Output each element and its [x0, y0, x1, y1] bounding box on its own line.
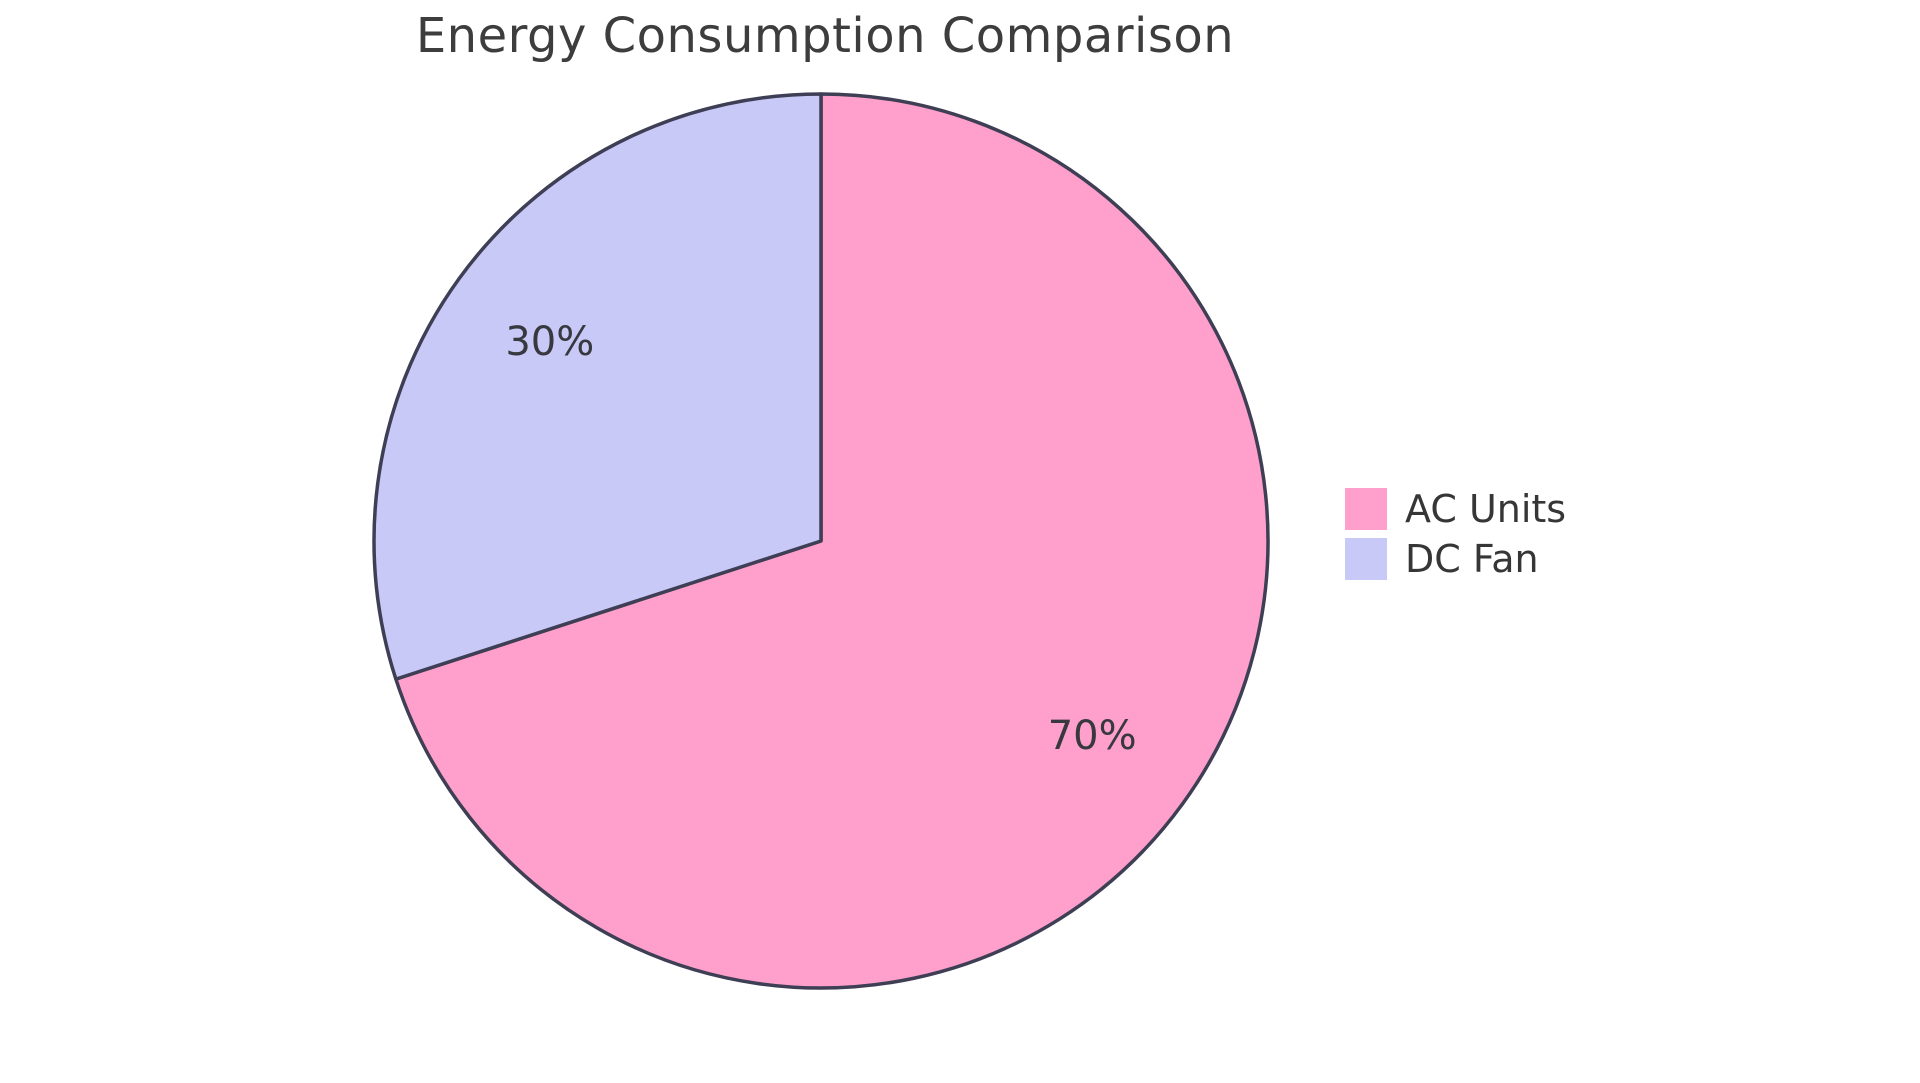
- slice-value-label-dc-fan: 30%: [505, 319, 594, 365]
- legend-item-dc-fan: DC Fan: [1345, 537, 1566, 581]
- legend-label-dc-fan: DC Fan: [1405, 537, 1539, 581]
- legend: AC Units DC Fan: [1345, 487, 1566, 581]
- legend-swatch-dc-fan: [1345, 538, 1387, 580]
- legend-label-ac-units: AC Units: [1405, 487, 1567, 531]
- pie-slice-dc-fan: [372, 92, 823, 681]
- slice-value-label-ac-units: 70%: [1048, 713, 1137, 759]
- chart-title: Energy Consumption Comparison: [415, 8, 1235, 64]
- legend-item-ac-units: AC Units: [1345, 487, 1566, 531]
- pie-slice-ac-units: [394, 92, 1270, 990]
- legend-swatch-ac-units: [1345, 488, 1387, 530]
